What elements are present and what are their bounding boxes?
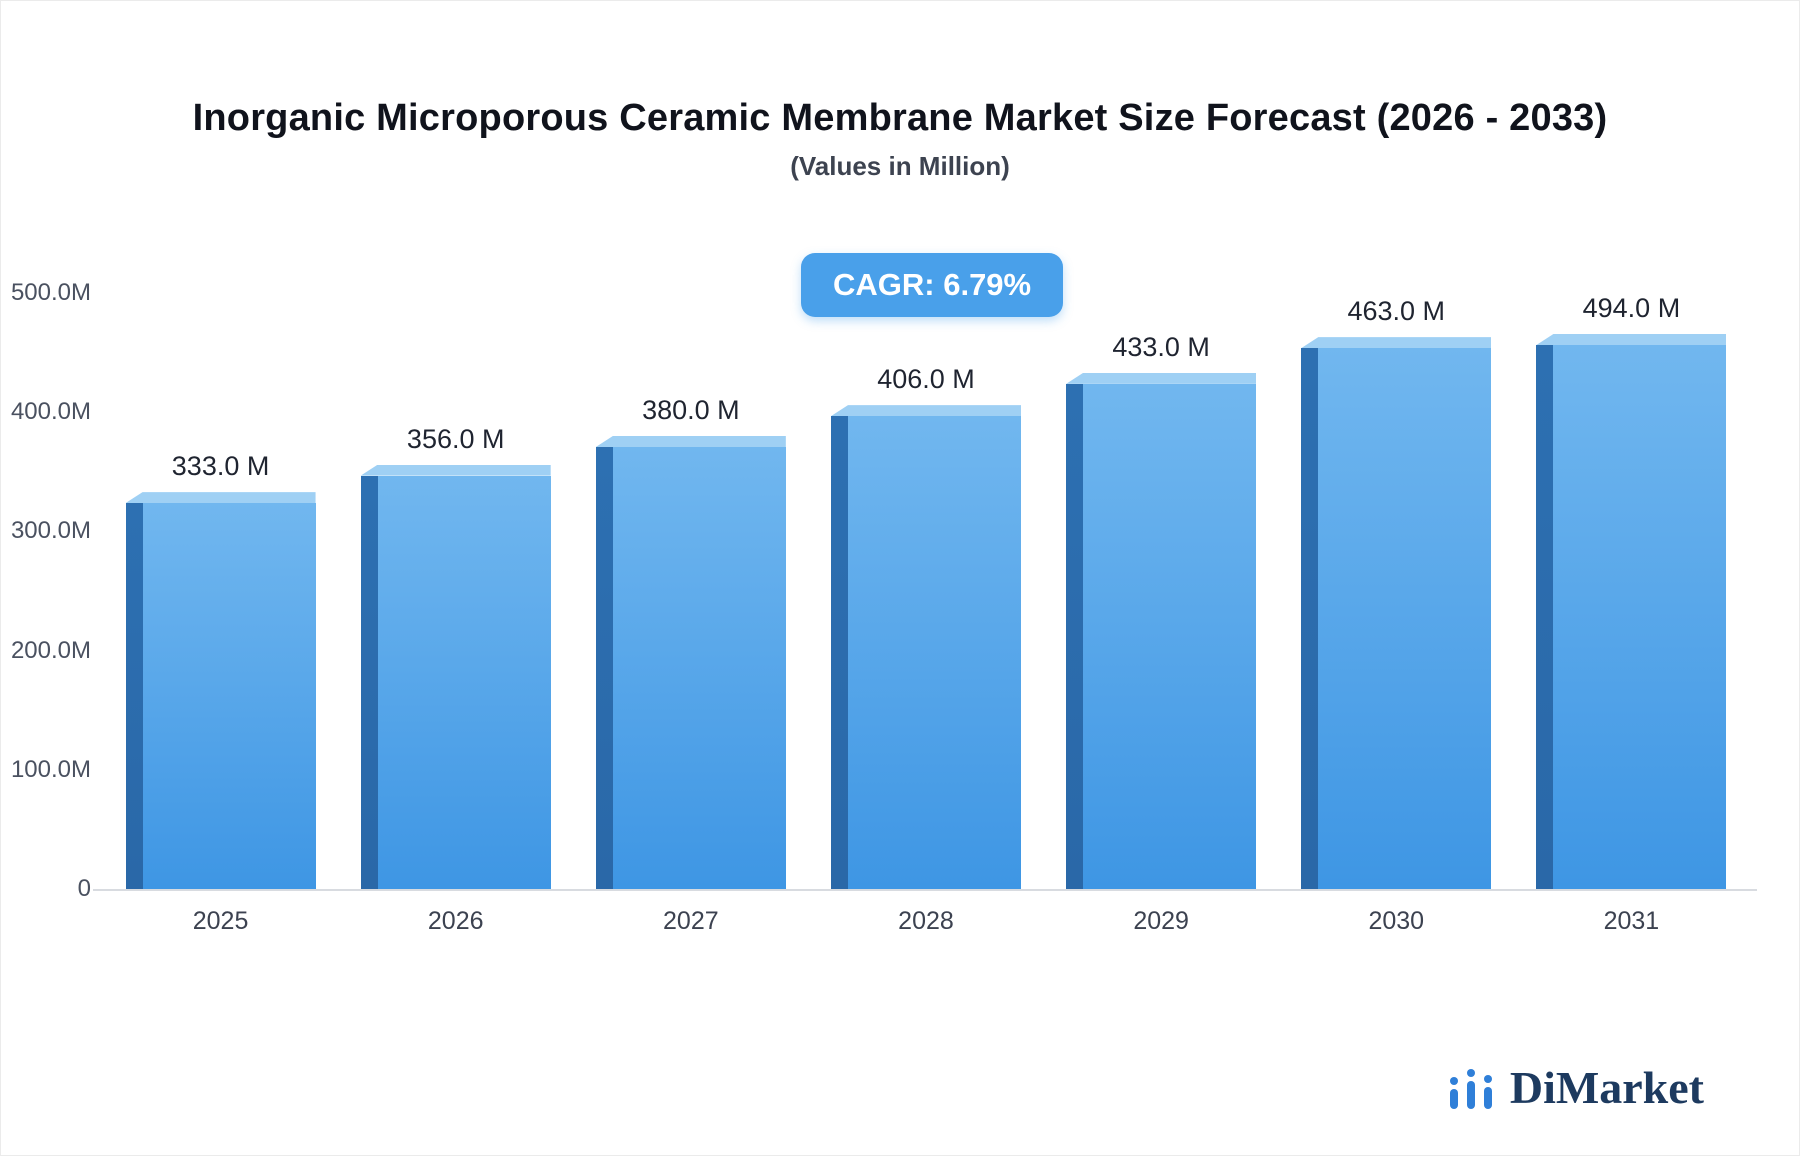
bar-value-label: 356.0 M xyxy=(406,423,505,454)
y-tick-label: 0 xyxy=(77,875,91,902)
bar-top-face xyxy=(1066,372,1257,384)
x-tick-label: 2027 xyxy=(663,907,719,935)
x-tick-label: 2028 xyxy=(898,907,954,935)
bar-value-label: 380.0 M xyxy=(642,395,740,426)
bar xyxy=(830,405,1021,889)
y-tick-label: 300.0M xyxy=(10,517,91,545)
bar-top-face xyxy=(125,492,316,504)
bar-front-face xyxy=(142,503,316,889)
bar-side-face xyxy=(1301,348,1319,889)
bar-slot: 463.0 M xyxy=(1279,293,1514,889)
y-tick-label: 500.0M xyxy=(10,279,91,306)
bar xyxy=(1536,334,1727,889)
bar-value-label: 433.0 M xyxy=(1112,331,1210,362)
bar-top-face xyxy=(1536,334,1727,345)
bar-top-face xyxy=(830,405,1021,417)
bar-front-face xyxy=(612,447,786,889)
bar-value-label: 494.0 M xyxy=(1582,293,1681,323)
dimarket-logo-text: DiMarket xyxy=(1509,1062,1704,1113)
cagr-badge-text: CAGR: 6.79% xyxy=(833,267,1032,302)
y-tick-label: 100.0M xyxy=(10,755,91,783)
bar-top-face xyxy=(1301,337,1492,349)
bar-value-label: 463.0 M xyxy=(1347,296,1446,327)
bar-value-label: 406.0 M xyxy=(877,364,975,395)
bar-slot: 356.0 M xyxy=(338,293,573,889)
x-axis-baseline xyxy=(93,889,1757,891)
bar xyxy=(1301,337,1492,889)
chart-subtitle: (Values in Million) xyxy=(790,151,1010,181)
bar-slot: 494.0 M xyxy=(1514,293,1749,889)
bar-side-face xyxy=(595,447,613,889)
chart-title: Inorganic Microporous Ceramic Membrane M… xyxy=(192,97,1608,139)
bar xyxy=(1066,372,1257,889)
x-axis: 2025 2026 2027 2028 2029 2030 2031 xyxy=(103,907,1749,936)
x-tick-label: 2029 xyxy=(1133,907,1189,935)
bar-front-face xyxy=(377,475,551,889)
bar-slot: 333.0 M xyxy=(103,293,338,889)
bar-value-label: 333.0 M xyxy=(171,451,270,482)
bar-front-face xyxy=(847,416,1021,889)
x-tick-label: 2031 xyxy=(1603,907,1660,935)
bar xyxy=(595,436,786,889)
dimarket-logo: DiMarket xyxy=(1446,1063,1704,1111)
x-tick-label: 2026 xyxy=(427,907,484,935)
bar xyxy=(360,464,551,889)
bar-slot: 406.0 M xyxy=(808,293,1043,889)
bar-front-face xyxy=(1553,345,1727,889)
bar-slot: 380.0 M xyxy=(573,293,808,889)
bar-front-face xyxy=(1318,348,1492,889)
y-tick-label: 400.0M xyxy=(10,398,91,426)
x-tick-label: 2025 xyxy=(192,907,249,935)
bar-side-face xyxy=(125,503,143,889)
cagr-badge: CAGR: 6.79% xyxy=(801,253,1064,317)
bar-front-face xyxy=(1083,383,1257,889)
y-axis: 500.0M 400.0M 300.0M 200.0M 100.0M 0 xyxy=(1,279,91,902)
dimarket-logo-icon xyxy=(1449,1069,1492,1109)
bar xyxy=(125,492,316,889)
bar-slot: 433.0 M xyxy=(1044,293,1279,889)
bar-top-face xyxy=(595,436,786,448)
bar-side-face xyxy=(1536,345,1554,889)
bar-side-face xyxy=(830,416,848,889)
bar-top-face xyxy=(360,464,551,476)
y-tick-label: 200.0M xyxy=(10,636,91,664)
x-tick-label: 2030 xyxy=(1368,907,1425,935)
bar-side-face xyxy=(1066,383,1084,889)
bar-side-face xyxy=(360,475,378,889)
plot-area: 333.0 M 356.0 M 380.0 M 406.0 M 433.0 M 463.0… xyxy=(103,293,1749,889)
